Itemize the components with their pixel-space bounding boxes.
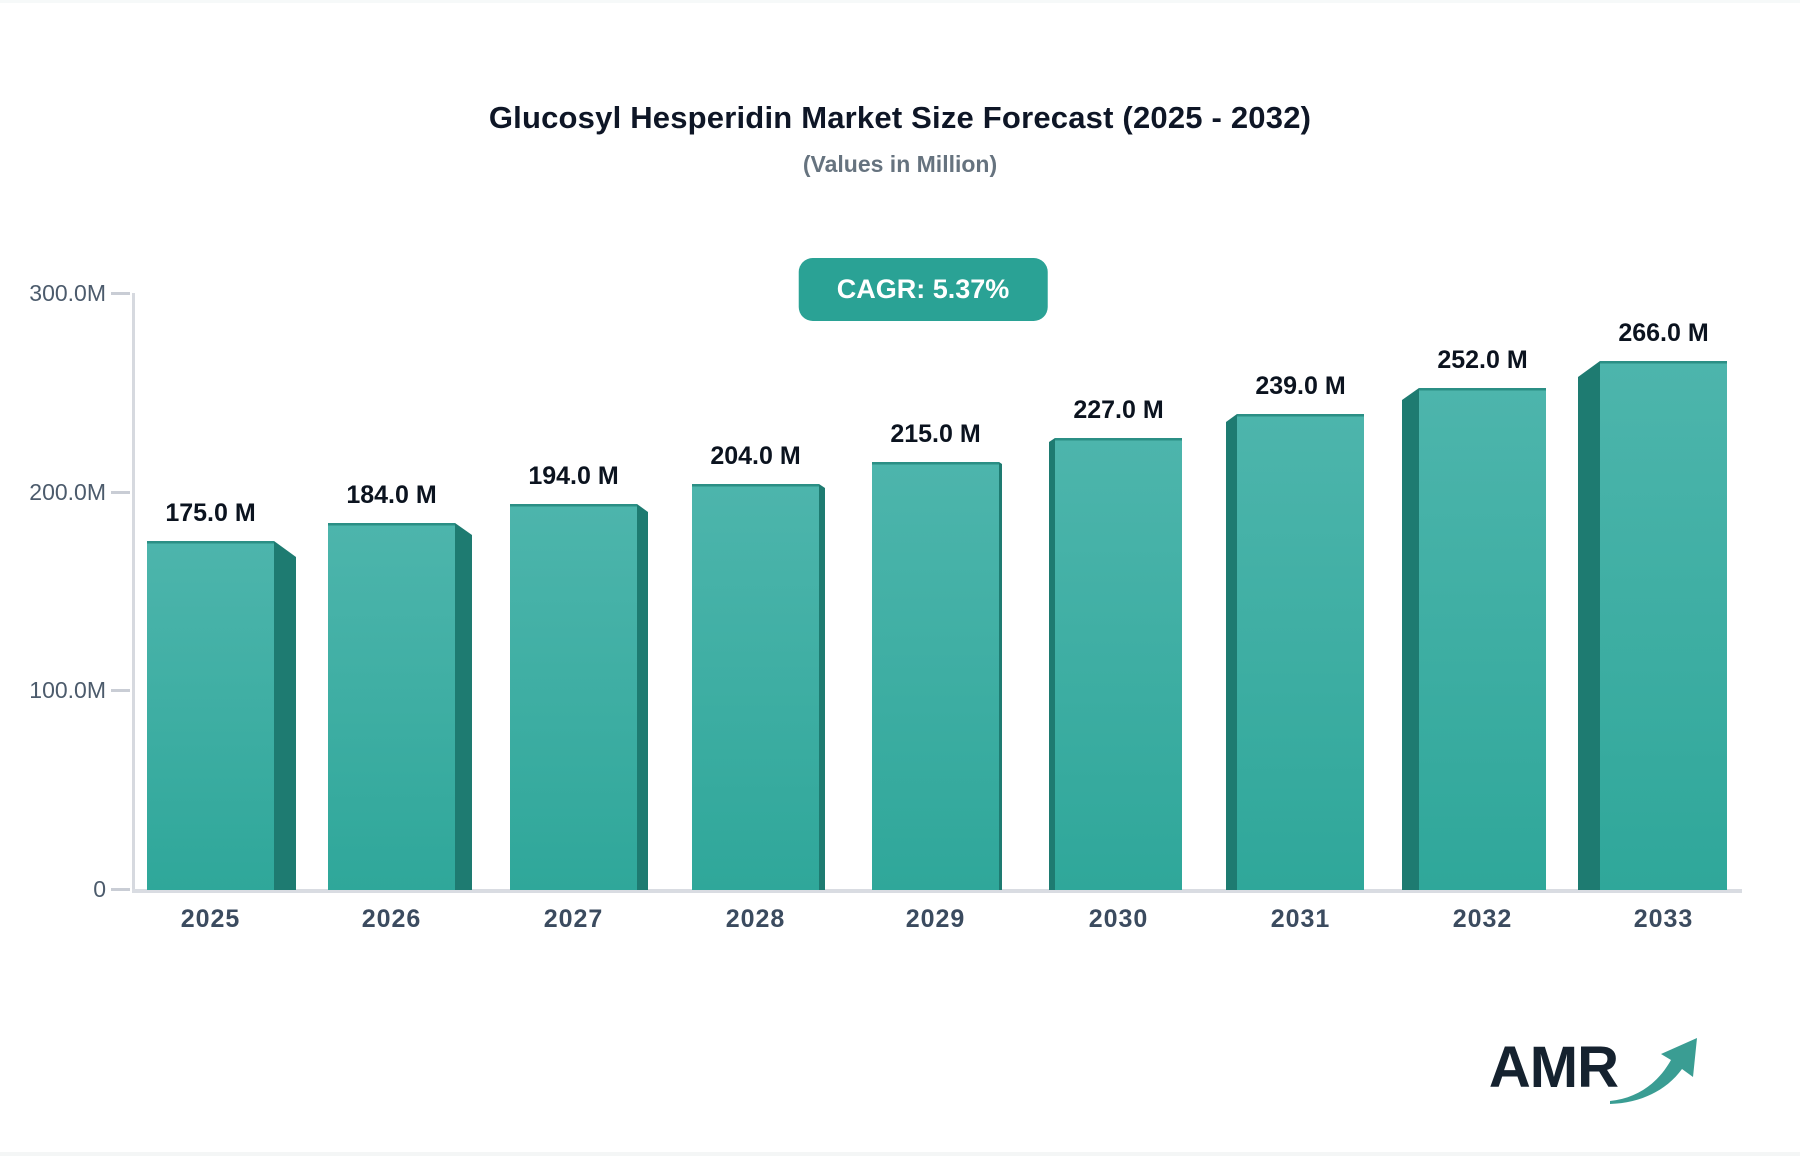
x-axis-label: 2030 [1088, 905, 1149, 933]
x-axis-label: 2025 [180, 905, 241, 933]
bar-2025 [147, 541, 274, 890]
brand-logo-text: AMR [1488, 1035, 1619, 1100]
growth-arrow-icon [1610, 1038, 1697, 1104]
y-axis-tick-mark [111, 888, 130, 891]
bar-side-2027 [637, 504, 648, 890]
chart-subtitle: (Values in Million) [802, 151, 998, 177]
cagr-badge: CAGR: 5.37% [798, 258, 1048, 321]
y-axis-tick-mark [111, 689, 130, 692]
bar-side-2032 [1402, 388, 1419, 890]
bar-side-2033 [1578, 361, 1600, 890]
y-axis-line [132, 293, 135, 892]
x-axis-label: 2032 [1452, 905, 1513, 933]
bar-value-label: 239.0 M [1255, 372, 1346, 400]
bar-value-label: 184.0 M [346, 481, 437, 509]
x-axis-label: 2031 [1270, 905, 1331, 933]
bar-value-label: 175.0 M [165, 499, 256, 527]
bar-2033 [1600, 361, 1727, 890]
bar-side-2026 [455, 523, 472, 890]
y-axis-tick-mark [111, 491, 130, 494]
bar-value-label: 227.0 M [1073, 396, 1164, 424]
bar-2032 [1419, 388, 1546, 890]
x-axis-label: 2029 [905, 905, 966, 933]
bar-value-label: 252.0 M [1437, 346, 1528, 374]
bar-value-label: 204.0 M [710, 442, 801, 470]
bar-plot [147, 360, 1727, 890]
y-axis-tick-label: 200.0M [29, 479, 106, 505]
bar-side-2028 [819, 484, 825, 890]
x-axis-label: 2026 [361, 905, 422, 933]
bar-2028 [692, 484, 819, 890]
chart-title: Glucosyl Hesperidin Market Size Forecast… [488, 100, 1312, 135]
bar-side-2030 [1049, 438, 1055, 890]
bar-side-2025 [274, 541, 296, 890]
x-axis-label: 2027 [543, 905, 604, 933]
y-axis-tick-label: 100.0M [29, 677, 106, 703]
bar-value-label: 266.0 M [1618, 319, 1709, 347]
bar-value-label: 215.0 M [890, 420, 981, 448]
bar-side-2031 [1226, 414, 1237, 890]
bar-2030 [1055, 438, 1182, 890]
bar-2026 [328, 523, 455, 890]
x-axis-baseline [132, 889, 1742, 893]
y-axis-tick-mark [111, 292, 130, 295]
bar-side-2029 [999, 462, 1002, 890]
y-axis-tick-label: 0 [93, 876, 106, 902]
x-axis-label: 2028 [725, 905, 786, 933]
brand-logo: AMR [1489, 1033, 1700, 1107]
x-axis-label: 2033 [1633, 905, 1694, 933]
bar-2029 [872, 462, 999, 890]
bar-2031 [1237, 414, 1364, 890]
bar-2027 [510, 504, 637, 890]
bar-value-label: 194.0 M [528, 462, 619, 490]
y-axis-tick-label: 300.0M [29, 280, 106, 306]
